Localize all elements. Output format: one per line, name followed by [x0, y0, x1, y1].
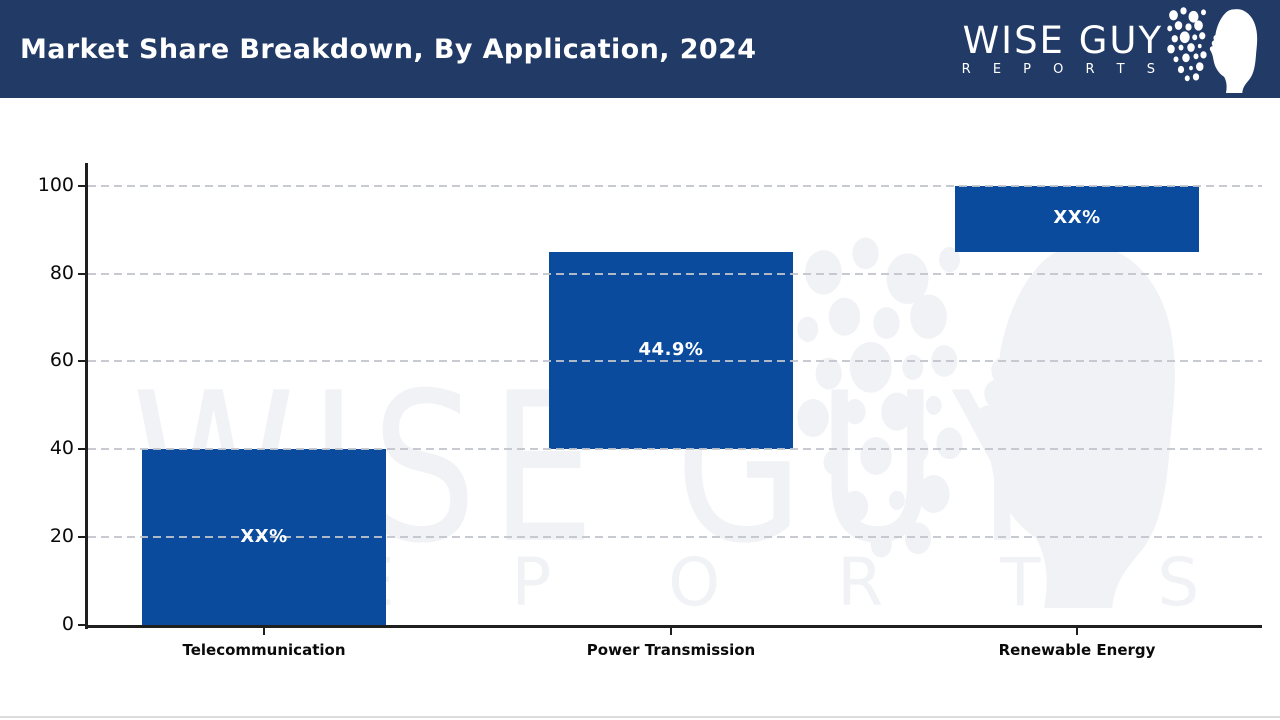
x-tick-mark [1076, 628, 1078, 635]
header: Market Share Breakdown, By Application, … [0, 0, 1280, 98]
y-tick-mark [78, 184, 85, 187]
logo-wordmark: WISE GUY [962, 18, 1164, 62]
bar [955, 185, 1199, 253]
bar-value-label: XX% [1053, 206, 1101, 228]
y-tick-label: 60 [49, 349, 74, 372]
logo-head-dots [1167, 7, 1207, 82]
wiseguy-logo: WISE GUY R E P O R T S [962, 5, 1280, 93]
y-tick-mark [78, 536, 85, 539]
y-tick-mark [78, 272, 85, 275]
x-axis-line [85, 625, 1262, 628]
watermark-head-icon [797, 237, 1175, 608]
x-category-label: Telecommunication [182, 641, 346, 659]
y-tick-label: 20 [49, 525, 74, 548]
gridline [88, 184, 1262, 187]
logo-head-icon [1167, 7, 1258, 93]
y-tick-mark [78, 360, 85, 363]
y-tick-label: 80 [49, 261, 74, 284]
bottom-divider [0, 716, 1280, 718]
x-category-label: Renewable Energy [998, 641, 1156, 659]
x-tick-mark [670, 628, 672, 635]
watermark-head-dots [797, 237, 963, 558]
y-tick-mark [78, 624, 85, 626]
bar-value-label: 44.9% [638, 338, 704, 360]
x-tick-mark [263, 628, 265, 635]
gridline [88, 360, 1262, 363]
y-tick-label: 0 [61, 613, 74, 635]
bar-value-label: XX% [240, 526, 288, 548]
gridline [88, 448, 1262, 451]
page-title: Market Share Breakdown, By Application, … [20, 33, 757, 65]
bar [549, 252, 793, 450]
gridline [88, 272, 1262, 275]
logo-subtitle: R E P O R T S [961, 61, 1164, 77]
y-tick-mark [78, 448, 85, 451]
x-category-label: Power Transmission [586, 641, 756, 659]
logo-text: WISE GUY R E P O R T S [962, 22, 1164, 77]
y-tick-label: 100 [37, 173, 74, 196]
y-tick-label: 40 [49, 437, 74, 460]
y-axis-line [85, 163, 88, 629]
gridline [88, 536, 1262, 539]
